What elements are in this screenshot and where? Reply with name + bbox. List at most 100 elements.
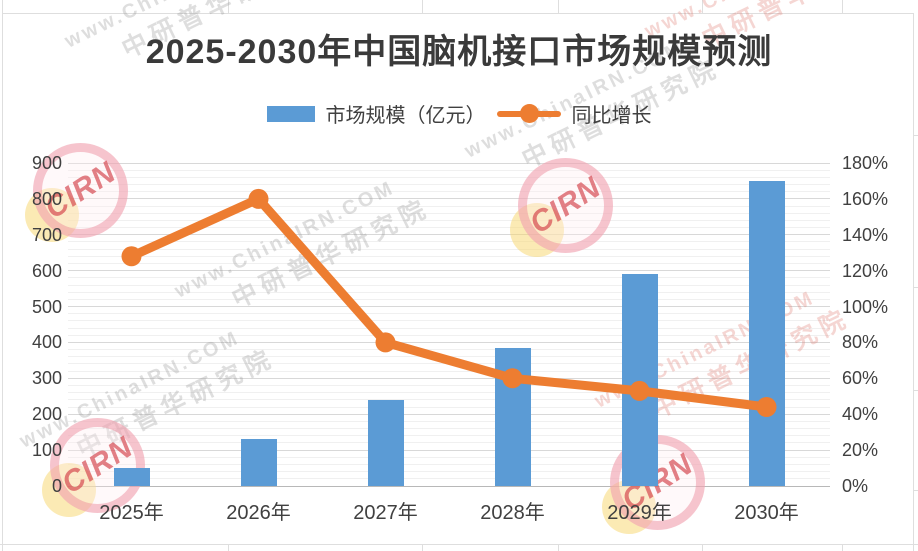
sheet-gridline [913,135,918,136]
gridline-minor [68,334,830,336]
growth-point-2028年[interactable] [502,368,523,389]
gridline-minor [68,227,830,229]
gridline-minor [68,406,830,408]
sheet-gridline [913,390,918,391]
left-axis-tick: 400 [31,332,62,353]
right-axis-tick: 40% [842,404,879,425]
gridline-major [68,413,830,415]
gridline-minor [68,298,830,300]
gridline-minor [68,456,830,458]
sheet-gridline [0,544,918,545]
growth-point-2027年[interactable] [375,332,396,353]
x-axis-label: 2030年 [734,502,799,524]
gridline-minor [68,420,830,422]
sheet-gridline [2,13,913,14]
cirn-stamp: CIRN [42,418,145,517]
bar-2025年[interactable] [113,468,150,486]
legend[interactable]: 市场规模（亿元） 同比增长 [0,99,918,128]
chart-title: 2025-2030年中国脑机接口市场规模预测 [145,33,773,71]
gridline-minor [68,385,830,386]
gridline-minor [68,399,830,401]
growth-point-2029年[interactable] [629,380,650,401]
gridline-minor [68,442,830,444]
right-axis-tick: 180% [842,153,889,173]
right-axis-tick: 160% [842,188,889,209]
bar-2027年[interactable] [367,399,404,486]
x-axis-label: 2027年 [353,502,418,524]
sheet-gridline [702,0,703,13]
sheet-gridline [558,544,559,551]
gridline-minor [68,184,830,186]
growth-line[interactable] [127,194,771,412]
growth-point-2030年[interactable] [756,397,777,417]
gridline-minor [68,291,830,293]
gridline-major [68,306,830,308]
growth-point-2025年[interactable] [121,246,142,267]
gridline-major [68,377,830,379]
right-axis-tick: 100% [842,296,889,317]
gridline-minor [68,428,830,430]
stamp-ring [518,158,613,253]
left-axis-tick: 600 [31,260,62,281]
gridline-minor [68,241,830,243]
sheet-gridline [842,0,843,13]
gridline-minor [68,471,830,473]
sheet-gridline [702,544,703,551]
growth-point-2026年[interactable] [248,188,269,209]
x-axis-label: 2025年 [99,502,164,524]
legend-bar-swatch [266,105,315,122]
sheet-gridline [913,287,918,288]
gridline-minor [68,327,830,329]
x-axis-label: 2026年 [226,502,291,524]
gridline-major [68,198,830,200]
gridline-minor [68,284,830,286]
cirn-stamp: CIRN [25,143,128,242]
gridline-minor [68,205,830,207]
cirn-stamp: CIRN [510,158,613,257]
gridline-minor [68,392,830,394]
gridline-minor [68,248,830,250]
sheet-gridline [842,544,843,551]
gridline-major [68,162,830,164]
left-axis-tick: 300 [31,368,62,389]
legend-line-marker [496,104,561,123]
left-axis-tick: 0 [51,476,62,496]
gridline-minor [68,255,830,257]
sheet-gridline [422,0,423,13]
gridline-minor [68,219,830,221]
gridline-minor [68,478,830,480]
gridline-minor [68,176,830,178]
sheet-gridline [558,0,559,13]
right-axis-tick: 0% [842,476,869,496]
left-axis-tick: 900 [31,153,62,173]
right-axis-tick: 80% [842,332,879,353]
stamp-ring [50,418,145,513]
gridline-minor [68,169,830,171]
gridline-minor [68,191,830,193]
left-axis-tick: 700 [31,224,62,245]
sheet-gridline [228,0,229,13]
bar-2026年[interactable] [240,439,277,486]
gridline-major [68,234,830,236]
gridline-minor [68,313,830,315]
bar-2030年[interactable] [748,180,785,486]
gridline-minor [68,435,830,437]
sheet-gridline [228,544,229,551]
left-axis-tick: 500 [31,296,62,317]
sheet-gridline [913,13,914,551]
legend-line-dot [519,104,539,123]
x-axis-line [68,485,830,487]
gridline-minor [68,463,830,465]
gridline-minor [68,212,830,214]
gridline-minor [68,320,830,322]
left-axis-tick: 200 [31,404,62,425]
growth-line-chart [121,188,777,417]
x-axis-label: 2029年 [607,502,672,524]
bar-2029年[interactable] [621,274,658,486]
stamp-ring [33,143,128,238]
gridline-minor [68,262,830,264]
gridline-major [68,449,830,451]
gridline-minor [68,349,830,351]
sheet-gridline [2,0,3,551]
